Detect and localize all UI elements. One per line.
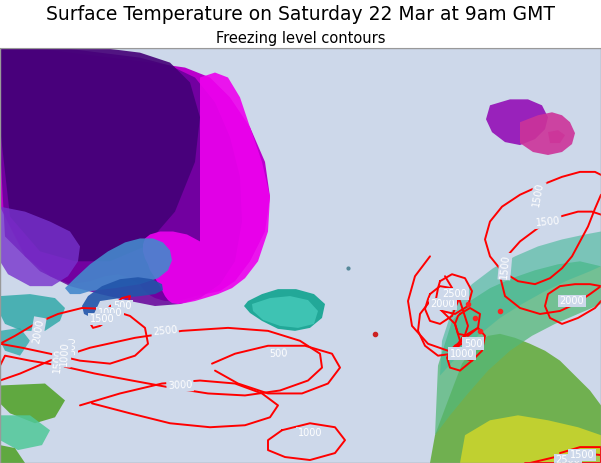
Polygon shape (244, 289, 325, 331)
Text: 2500: 2500 (442, 289, 468, 299)
Polygon shape (0, 328, 30, 356)
Text: 500: 500 (269, 348, 287, 359)
Polygon shape (486, 100, 548, 145)
Text: Surface Temperature on Saturday 22 Mar at 9am GMT: Surface Temperature on Saturday 22 Mar a… (46, 5, 555, 24)
Text: 2000: 2000 (31, 318, 45, 344)
Polygon shape (82, 277, 163, 318)
Polygon shape (143, 73, 270, 304)
Polygon shape (0, 445, 25, 463)
Polygon shape (0, 48, 242, 306)
Polygon shape (65, 238, 172, 294)
Text: 1500: 1500 (52, 348, 64, 373)
Polygon shape (460, 415, 601, 463)
Text: 1500: 1500 (499, 254, 511, 279)
Polygon shape (435, 261, 601, 435)
Text: 1500: 1500 (535, 215, 561, 228)
Text: 500: 500 (113, 301, 131, 311)
Polygon shape (520, 112, 575, 155)
Text: 2500: 2500 (556, 455, 581, 463)
Polygon shape (0, 383, 65, 423)
Text: 1500: 1500 (570, 450, 594, 460)
Polygon shape (252, 296, 318, 328)
Text: 1000: 1000 (98, 308, 122, 318)
Text: 1500: 1500 (531, 182, 545, 208)
Text: 2500: 2500 (152, 325, 178, 337)
Text: 500: 500 (464, 339, 482, 349)
Polygon shape (555, 450, 601, 463)
Polygon shape (0, 48, 270, 301)
Text: 1000: 1000 (450, 349, 474, 359)
Polygon shape (430, 334, 601, 463)
Text: 3000: 3000 (168, 380, 192, 391)
Polygon shape (0, 48, 200, 261)
Polygon shape (548, 130, 565, 143)
Text: Freezing level contours: Freezing level contours (216, 31, 385, 46)
Polygon shape (0, 48, 601, 463)
Polygon shape (0, 294, 65, 331)
Polygon shape (0, 206, 80, 286)
Text: 500: 500 (67, 337, 77, 355)
Text: 2000: 2000 (560, 296, 584, 306)
Text: 1000: 1000 (297, 428, 322, 438)
Text: 1000: 1000 (59, 341, 71, 366)
Text: 1500: 1500 (90, 314, 114, 324)
Polygon shape (0, 415, 50, 450)
Text: 2000: 2000 (431, 299, 456, 309)
Polygon shape (440, 232, 601, 375)
